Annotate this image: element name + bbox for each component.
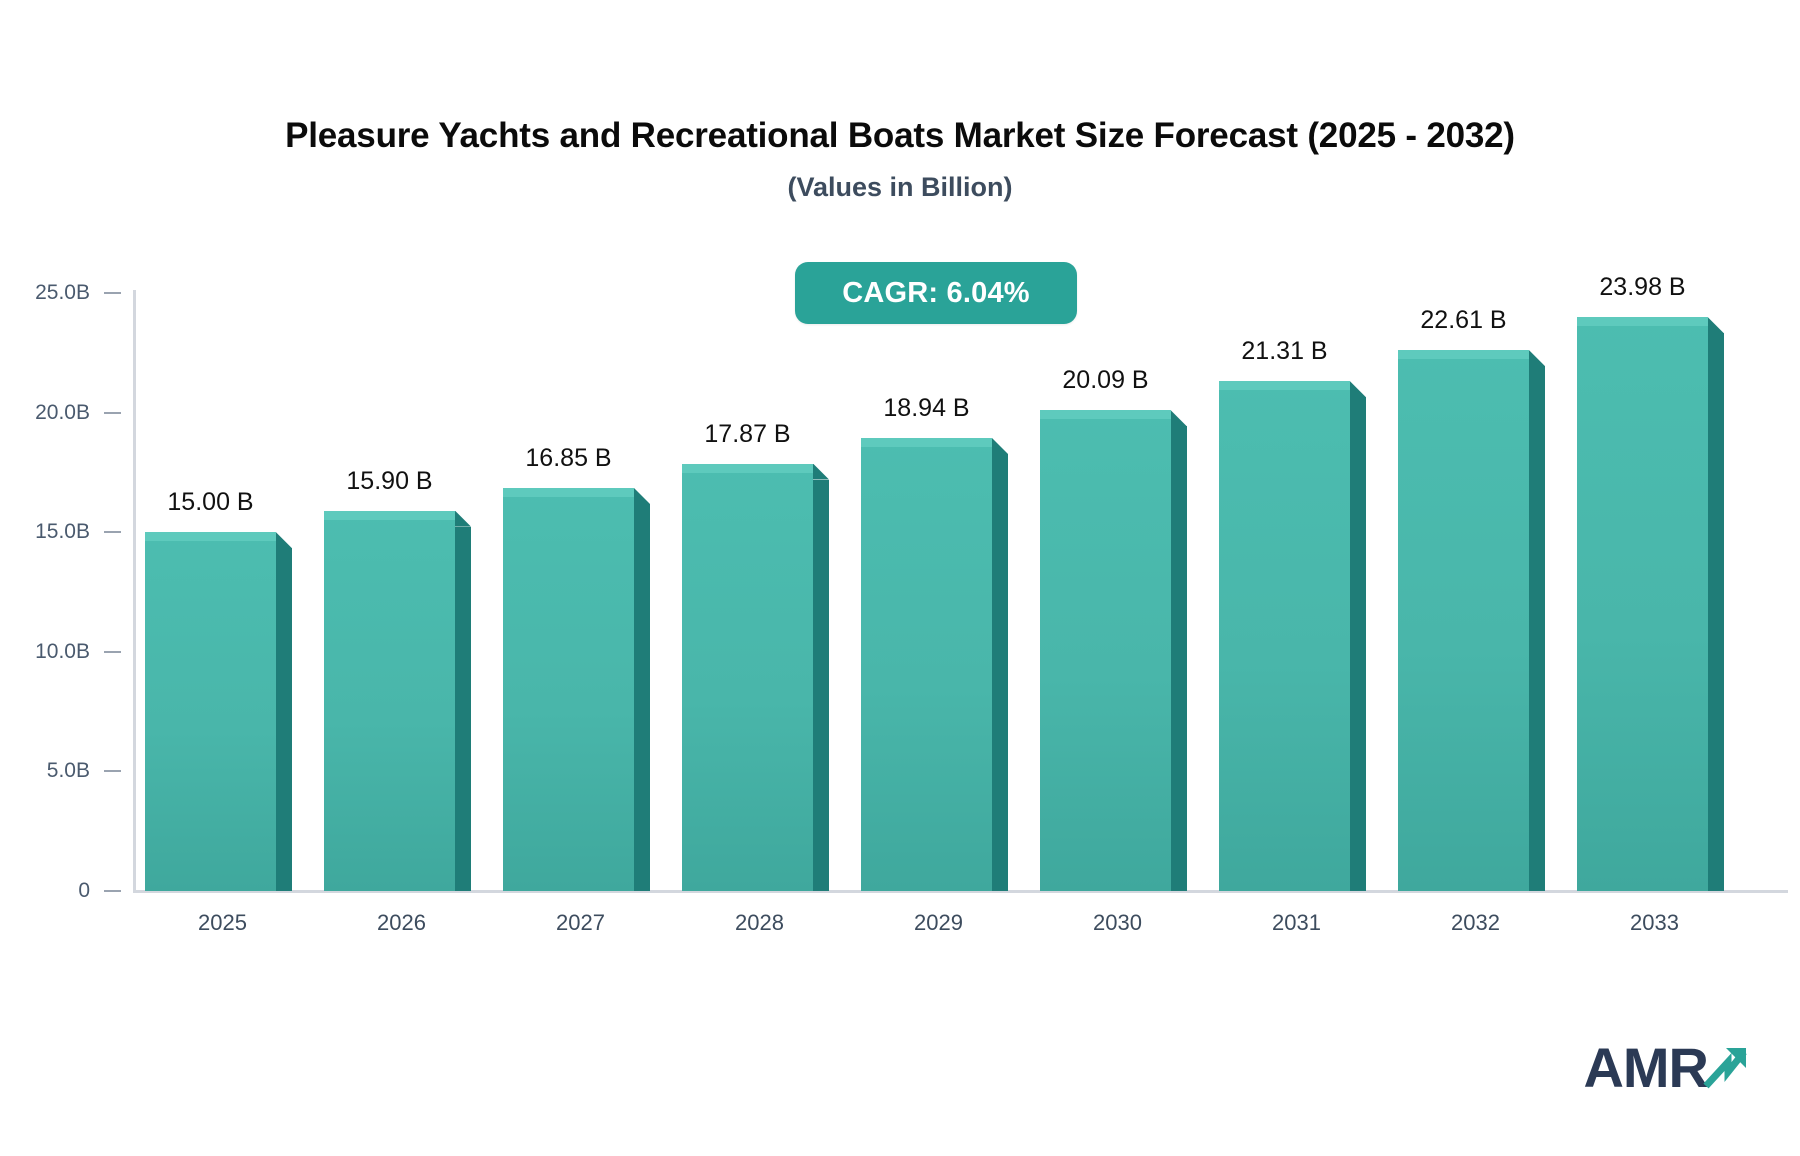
bar	[861, 437, 1008, 891]
x-axis-tick-label: 2031	[1272, 910, 1321, 935]
bar-top-face	[145, 532, 276, 542]
bar	[1219, 381, 1366, 891]
bar-front-face	[324, 510, 455, 891]
y-axis-tick-label: 25.0B	[35, 281, 90, 304]
bar-side-face	[276, 548, 292, 891]
bar-top-bevel	[455, 510, 471, 527]
bar-value-label: 18.94 B	[883, 393, 970, 422]
x-axis-tick-label: 2025	[198, 910, 247, 935]
y-axis-tick-mark	[104, 650, 121, 653]
bar	[503, 487, 650, 891]
y-axis-tick-mark	[104, 411, 121, 414]
bar-top-bevel	[992, 437, 1008, 454]
y-axis-tick-mark	[104, 531, 121, 534]
bar-top-face	[503, 487, 634, 497]
bar-side-face	[455, 526, 471, 891]
bar-front-face	[682, 463, 813, 891]
bar-value-label: 15.00 B	[167, 488, 254, 517]
chart-subtitle: (Values in Billion)	[787, 172, 1013, 202]
bar	[682, 463, 829, 891]
cagr-badge-label: CAGR: 6.04%	[842, 276, 1030, 309]
y-axis-line	[133, 290, 136, 891]
x-axis-tick-label: 2030	[1093, 910, 1142, 935]
bar-side-face	[1529, 366, 1545, 891]
bar	[324, 510, 471, 891]
bar-front-face	[503, 487, 634, 891]
bar	[145, 532, 292, 891]
bar-top-bevel	[1708, 317, 1724, 334]
bar-top-face	[1577, 317, 1708, 327]
bar-side-face	[992, 453, 1008, 891]
bar-top-face	[1398, 350, 1529, 360]
bar-front-face	[1398, 350, 1529, 891]
y-axis-tick-label: 20.0B	[35, 400, 90, 424]
amr-logo-text: AMR	[1583, 1036, 1709, 1099]
bar-top-bevel	[276, 532, 292, 549]
amr-logo: AMR	[1583, 1040, 1748, 1096]
bar-top-bevel	[1171, 410, 1187, 427]
y-axis-tick-mark	[104, 770, 121, 773]
y-axis-tick-mark	[104, 890, 121, 892]
y-axis-tick-label: 5.0B	[46, 759, 90, 783]
bar-top-face	[1219, 381, 1350, 391]
cagr-badge: CAGR: 6.04%	[795, 262, 1077, 324]
bar-value-label: 15.90 B	[346, 466, 433, 495]
bar-top-face	[324, 510, 455, 520]
bar-top-bevel	[1529, 350, 1545, 367]
bar-value-label: 23.98 B	[1599, 273, 1686, 302]
bar-side-face	[634, 503, 650, 891]
bar-side-face	[813, 479, 829, 891]
y-axis-tick-label: 15.0B	[35, 520, 90, 544]
bar-front-face	[1577, 317, 1708, 891]
bar-value-label: 22.61 B	[1420, 306, 1507, 335]
bar-side-face	[1708, 333, 1724, 891]
bar-top-face	[861, 437, 992, 447]
bar-top-face	[682, 463, 813, 473]
bar-top-face	[1040, 410, 1171, 420]
bar-side-face	[1171, 426, 1187, 891]
bar-front-face	[1219, 381, 1350, 891]
x-axis-tick-label: 2027	[556, 910, 605, 935]
y-axis-tick-label: 0	[78, 879, 90, 902]
bar	[1398, 350, 1545, 891]
x-axis-tick-label: 2029	[914, 910, 963, 935]
x-axis-tick-label: 2032	[1451, 910, 1500, 935]
bar-side-face	[1350, 397, 1366, 891]
x-axis-tick-label: 2033	[1630, 910, 1679, 935]
growth-arrow-icon	[1702, 1046, 1748, 1092]
bar-top-bevel	[1350, 381, 1366, 398]
x-axis-tick-label: 2028	[735, 910, 784, 935]
bar-value-label: 21.31 B	[1241, 337, 1328, 366]
y-axis-tick-mark	[104, 292, 121, 294]
bar	[1577, 317, 1724, 891]
x-axis-tick-label: 2026	[377, 910, 426, 935]
bar-top-bevel	[634, 487, 650, 504]
chart-title: Pleasure Yachts and Recreational Boats M…	[285, 116, 1515, 155]
bar	[1040, 410, 1187, 891]
bar-value-label: 16.85 B	[525, 443, 612, 472]
bar-front-face	[861, 437, 992, 891]
bar-value-label: 20.09 B	[1062, 366, 1149, 395]
y-axis-tick-label: 10.0B	[35, 639, 90, 663]
x-axis-line	[133, 890, 1788, 893]
bar-front-face	[145, 532, 276, 891]
bar-top-bevel	[813, 463, 829, 480]
bar-front-face	[1040, 410, 1171, 891]
bar-value-label: 17.87 B	[704, 419, 791, 448]
